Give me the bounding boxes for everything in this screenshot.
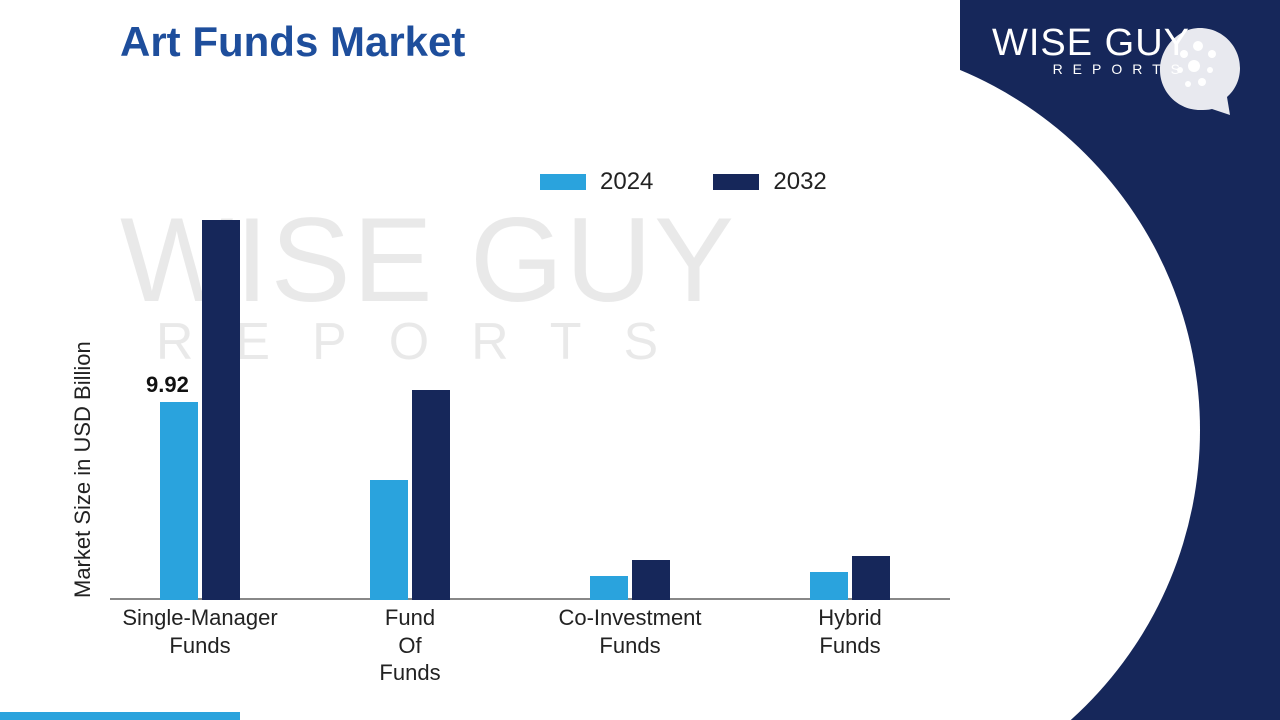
bar-group xyxy=(590,560,670,600)
category-label: HybridFunds xyxy=(760,604,940,659)
legend-item-2032: 2032 xyxy=(713,168,826,196)
bottom-accent-bar xyxy=(0,712,240,720)
legend-swatch-2024 xyxy=(540,174,586,190)
bar xyxy=(370,480,408,600)
legend: 2024 2032 xyxy=(540,168,827,196)
bar xyxy=(852,556,890,600)
y-axis-label: Market Size in USD Billion xyxy=(70,341,96,598)
legend-item-2024: 2024 xyxy=(540,168,653,196)
bar-value-label: 9.92 xyxy=(146,372,189,398)
bar-group xyxy=(160,220,240,600)
bar-group xyxy=(810,556,890,600)
bar xyxy=(632,560,670,600)
chart-canvas: WISE GUY REPORTS WISE GUY REPORTS Art Fu… xyxy=(0,0,1280,720)
legend-label-2024: 2024 xyxy=(600,168,653,196)
legend-swatch-2032 xyxy=(713,174,759,190)
brand-name: WISE GUY xyxy=(992,22,1190,65)
category-label: Single-ManagerFunds xyxy=(110,604,290,659)
category-label: FundOfFunds xyxy=(320,604,500,687)
bar xyxy=(810,572,848,600)
bar xyxy=(590,576,628,600)
chart-title: Art Funds Market xyxy=(120,18,465,66)
category-label: Co-InvestmentFunds xyxy=(540,604,720,659)
bar xyxy=(160,402,198,600)
bar xyxy=(202,220,240,600)
brand-logo: WISE GUY REPORTS xyxy=(992,22,1190,77)
bar-group xyxy=(370,390,450,600)
legend-label-2032: 2032 xyxy=(773,168,826,196)
bar xyxy=(412,390,450,600)
plot-area: 9.92Single-ManagerFundsFundOfFundsCo-Inv… xyxy=(110,200,950,600)
